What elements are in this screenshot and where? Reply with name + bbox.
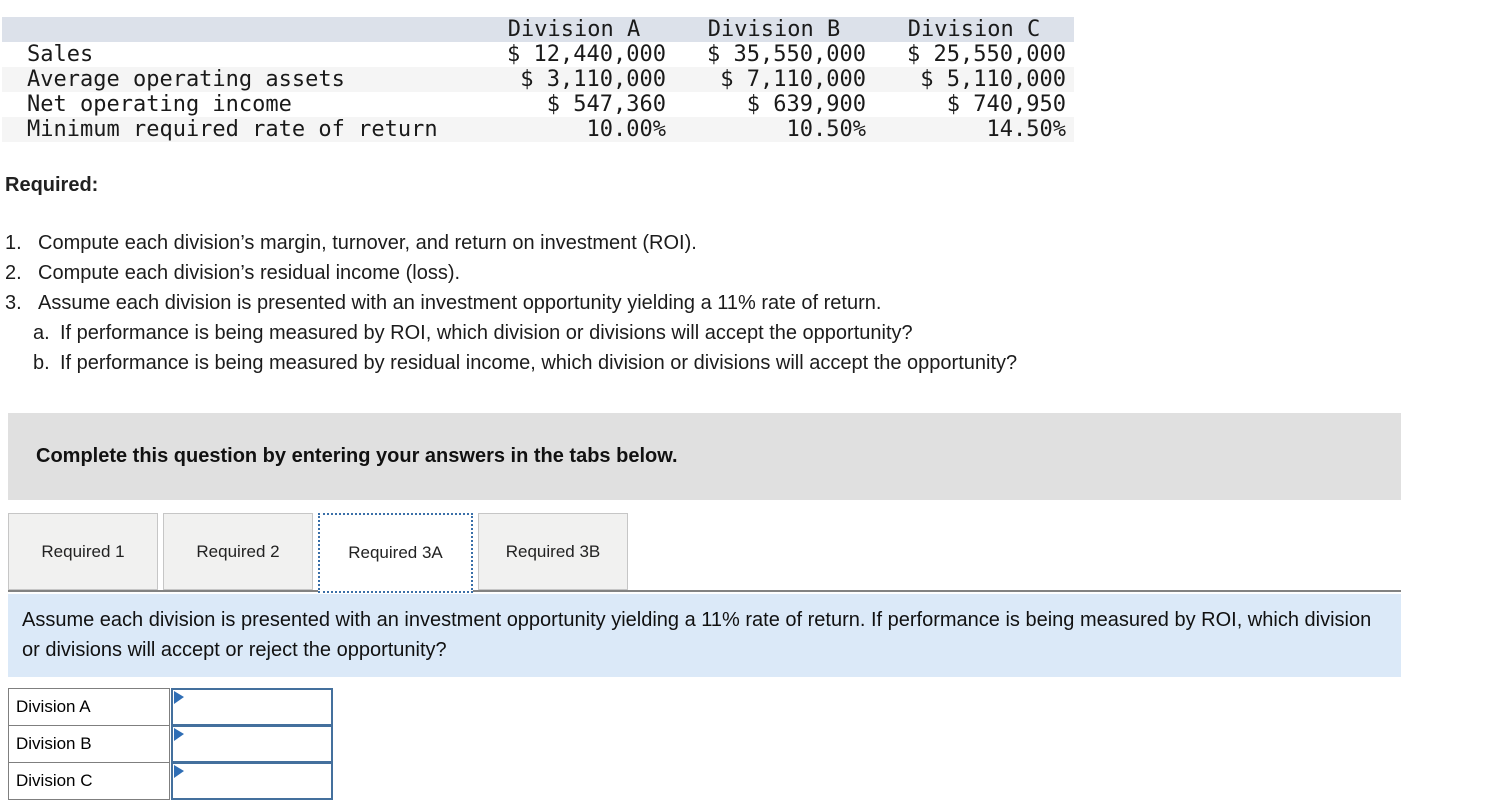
item-number: b. [33, 352, 50, 374]
instruction-banner: Complete this question by entering your … [8, 413, 1401, 500]
table-row-net-operating-income: Net operating income $ 547,360 $ 639,900… [2, 92, 1074, 117]
table-header-division-a: Division A [474, 17, 674, 42]
answer-row-division-a: Division A [8, 688, 333, 726]
cell-value: 10.50% [786, 117, 866, 142]
tab-bar: Required 1 Required 2 Required 3A Requir… [8, 513, 1401, 593]
answer-row-label: Division C [8, 762, 170, 800]
item-number: a. [33, 322, 50, 344]
item-text: Compute each division’s residual income … [38, 262, 461, 284]
table-row-average-operating-assets: Average operating assets $ 3,110,000 $ 7… [2, 67, 1074, 92]
dropdown-flag-icon [174, 691, 184, 704]
item-text: Assume each division is presented with a… [38, 292, 882, 314]
table-row-minimum-required-rate: Minimum required rate of return 10.00% 1… [2, 117, 1074, 142]
item-text: Compute each division’s margin, turnover… [38, 232, 697, 254]
tab-required-2[interactable]: Required 2 [163, 513, 313, 590]
table-header-row: Division A Division B Division C [2, 17, 1074, 42]
cell-value: $ 7,110,000 [720, 67, 866, 92]
required-list: 1. Compute each division’s margin, turno… [5, 228, 1485, 378]
item-text: If performance is being measured by resi… [60, 352, 1018, 374]
required-heading: Required: [5, 174, 99, 196]
cell-value: $ 547,360 [546, 92, 666, 117]
tab-required-3b[interactable]: Required 3B [478, 513, 628, 590]
required-item-3: 3. Assume each division is presented wit… [5, 288, 1485, 318]
table-header-empty [2, 17, 474, 42]
cell-value: 14.50% [986, 117, 1066, 142]
dropdown-flag-icon [174, 765, 184, 778]
division-b-answer-dropdown[interactable] [171, 725, 333, 763]
cell-value: $ 639,900 [746, 92, 866, 117]
table-header-division-c: Division C [874, 17, 1074, 42]
cell-value: $ 35,550,000 [707, 42, 866, 67]
division-data-table: Division A Division B Division C Sales $… [2, 17, 1074, 142]
cell-value: $ 740,950 [946, 92, 1066, 117]
question-panel-text: Assume each division is presented with a… [22, 609, 1372, 661]
row-label: Sales [27, 42, 94, 67]
row-label: Average operating assets [27, 67, 345, 92]
table-header-division-b: Division B [674, 17, 874, 42]
answer-row-division-b: Division B [8, 725, 333, 763]
answer-table: Division A Division B Division C [8, 688, 333, 800]
cell-value: $ 25,550,000 [907, 42, 1066, 67]
required-item-2: 2. Compute each division’s residual inco… [5, 258, 1485, 288]
item-number: 3. [5, 292, 22, 314]
answer-row-label: Division A [8, 688, 170, 726]
item-text: If performance is being measured by ROI,… [60, 322, 913, 344]
cell-value: $ 3,110,000 [520, 67, 666, 92]
required-item-3a: a. If performance is being measured by R… [33, 318, 1485, 348]
item-number: 2. [5, 262, 22, 284]
dropdown-flag-icon [174, 728, 184, 741]
cell-value: 10.00% [586, 117, 666, 142]
table-row-sales: Sales $ 12,440,000 $ 35,550,000 $ 25,550… [2, 42, 1074, 67]
row-label: Net operating income [27, 92, 292, 117]
row-label: Minimum required rate of return [27, 117, 438, 142]
item-number: 1. [5, 232, 22, 254]
cell-value: $ 12,440,000 [507, 42, 666, 67]
required-item-1: 1. Compute each division’s margin, turno… [5, 228, 1485, 258]
instruction-banner-text: Complete this question by entering your … [36, 445, 678, 467]
cell-value: $ 5,110,000 [920, 67, 1066, 92]
tab-required-1[interactable]: Required 1 [8, 513, 158, 590]
division-c-answer-dropdown[interactable] [171, 762, 333, 800]
answer-row-label: Division B [8, 725, 170, 763]
answer-row-division-c: Division C [8, 762, 333, 800]
required-item-3b: b. If performance is being measured by r… [33, 348, 1485, 378]
question-panel: Assume each division is presented with a… [8, 594, 1401, 677]
tab-required-3a[interactable]: Required 3A [318, 513, 473, 593]
division-a-answer-dropdown[interactable] [171, 688, 333, 726]
